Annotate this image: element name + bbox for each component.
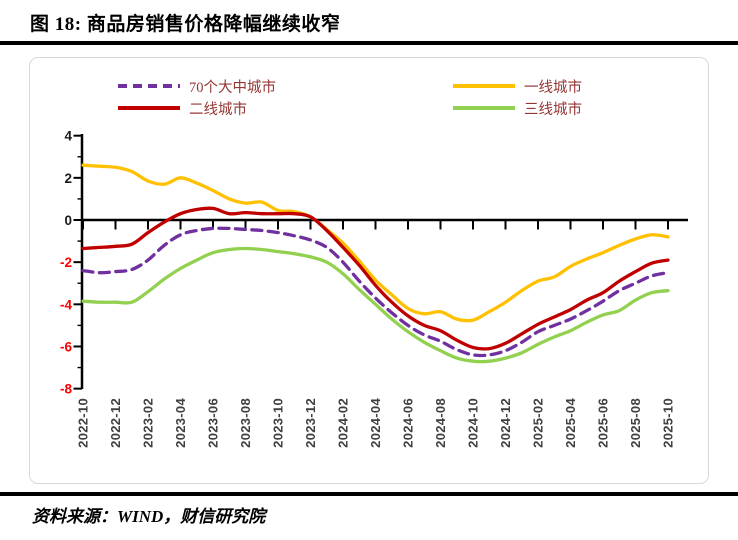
y-axis-label: -8: [60, 382, 72, 397]
x-axis-label: 2023-06: [206, 398, 221, 448]
y-axis-label: 2: [64, 171, 72, 186]
x-axis-label: 2025-04: [563, 398, 578, 448]
x-axis-label: 2023-04: [173, 398, 188, 448]
x-axis-label: 2023-02: [141, 398, 156, 448]
legend-swatch-tier2: [118, 106, 180, 110]
figure-title: 图 18: 商品房销售价格降幅继续收窄: [30, 14, 341, 35]
bottom-rule: [0, 492, 738, 496]
legend-label-tier2: 二线城市: [189, 101, 247, 118]
legend-label-tier1: 一线城市: [524, 79, 582, 96]
x-axis-label: 2025-02: [531, 398, 546, 448]
x-axis-label: 2025-06: [596, 398, 611, 448]
legend-label-70-cities: 70个大中城市: [189, 79, 276, 96]
chart-panel: 4 2 0 -2 -4 -6 -8 2022-10 2022-12 2023-02 2023-04 2…: [29, 57, 709, 484]
title-rule: [0, 41, 738, 45]
legend-item-tier2: 二线城市: [118, 98, 247, 118]
x-axis-label: 2025-10: [661, 398, 676, 448]
x-axis-label: 2024-10: [466, 398, 481, 448]
y-axis-label: -2: [60, 255, 72, 270]
x-axis-label: 2023-12: [303, 398, 318, 448]
x-axis-label: 2023-08: [238, 398, 253, 448]
series-line-70-cities: [81, 226, 670, 358]
x-axis-label: 2023-10: [271, 398, 286, 448]
legend-label-tier3: 三线城市: [524, 101, 582, 118]
chart-legend: 70个大中城市 一线城市二线城市 三线城市: [30, 58, 708, 128]
x-axis-label: 2024-06: [401, 398, 416, 448]
legend-item-70-cities: 70个大中城市: [118, 76, 276, 96]
legend-item-tier1: 一线城市: [453, 76, 582, 96]
series-line-tier3: [81, 246, 670, 364]
legend-swatch-tier1: [453, 84, 515, 88]
x-axis-label: 2024-04: [368, 398, 383, 448]
x-axis-label: 2025-08: [628, 398, 643, 448]
legend-swatch-tier3: [453, 106, 515, 110]
x-axis-label: 2022-12: [108, 398, 123, 448]
y-axis-label: 0: [64, 213, 72, 228]
price-trend-chart: 4 2 0 -2 -4 -6 -8 2022-10 2022-12 2023-02 2023-04 2…: [60, 129, 688, 448]
series-line-tier2: [81, 206, 670, 351]
legend-item-tier3: 三线城市: [453, 98, 582, 118]
legend-swatch-70-cities: [118, 84, 180, 88]
y-axis-label: -6: [60, 339, 72, 354]
x-axis-label: 2024-02: [336, 398, 351, 448]
x-axis-label: 2024-12: [498, 398, 513, 448]
y-axis-label: -4: [60, 297, 72, 312]
source-note: 资料来源：WIND，财信研究院: [32, 507, 266, 526]
y-axis-label: 4: [64, 129, 72, 144]
x-axis-label: 2022-10: [76, 398, 91, 448]
x-axis-label: 2024-08: [433, 398, 448, 448]
series-line-tier1: [81, 163, 670, 323]
